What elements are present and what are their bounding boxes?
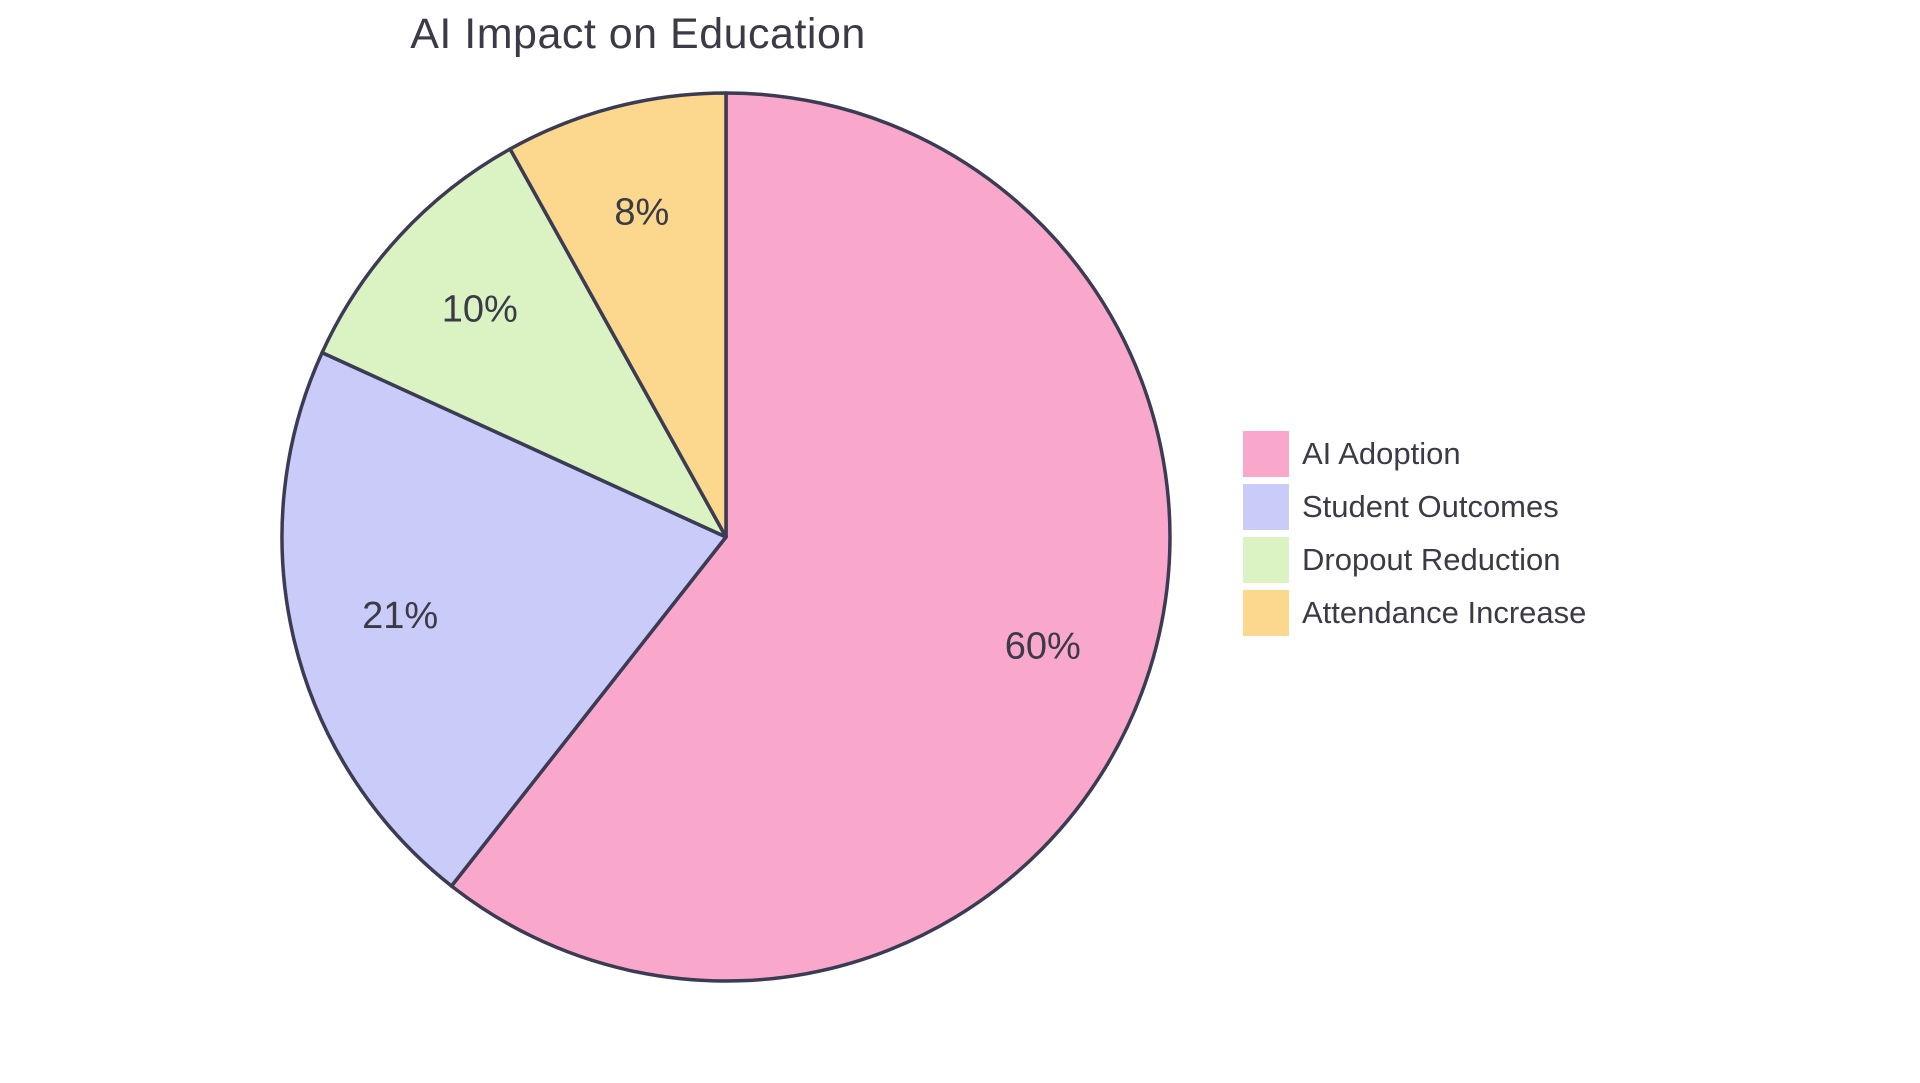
legend-label-attendance-increase: Attendance Increase	[1302, 595, 1587, 630]
legend-swatch-ai-adoption	[1243, 431, 1289, 477]
legend-swatch-student-outcomes	[1243, 484, 1289, 530]
legend-swatch-dropout-reduction	[1243, 537, 1289, 583]
legend-label-student-outcomes: Student Outcomes	[1302, 489, 1559, 524]
legend-item-student-outcomes[interactable]: Student Outcomes	[1243, 484, 1586, 530]
legend-swatch-attendance-increase	[1243, 590, 1289, 636]
pie-slice-student-outcomes[interactable]	[280, 350, 728, 888]
chart-title: AI Impact on Education	[410, 10, 866, 58]
legend-item-ai-adoption[interactable]: AI Adoption	[1243, 431, 1586, 477]
legend: AI Adoption Student Outcomes Dropout Reduc…	[1243, 431, 1586, 636]
legend-label-ai-adoption: AI Adoption	[1302, 436, 1461, 471]
pie-slice-attendance-increase[interactable]	[508, 91, 728, 539]
pie-slice-ai-adoption[interactable]	[449, 91, 1172, 983]
legend-label-dropout-reduction: Dropout Reduction	[1302, 542, 1561, 577]
legend-item-attendance-increase[interactable]: Attendance Increase	[1243, 590, 1586, 636]
pie-slice-dropout-reduction[interactable]	[320, 147, 728, 539]
legend-item-dropout-reduction[interactable]: Dropout Reduction	[1243, 537, 1586, 583]
